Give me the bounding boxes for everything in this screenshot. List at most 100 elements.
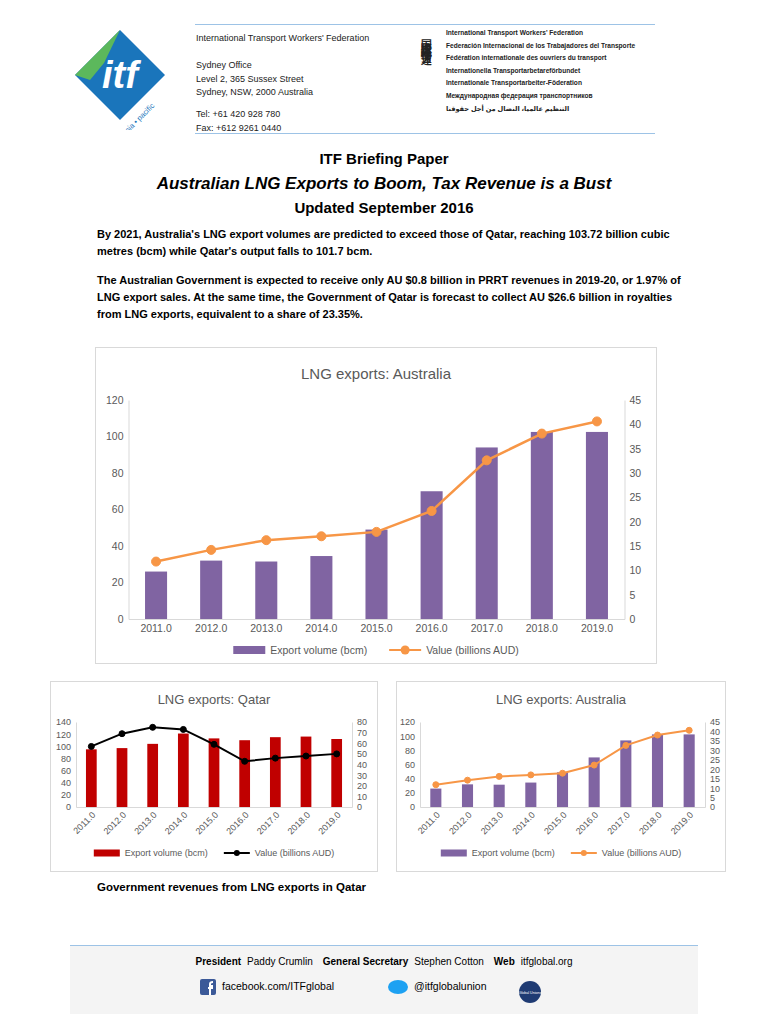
twitter-icon bbox=[388, 980, 408, 994]
bar bbox=[310, 556, 332, 619]
legend-key bbox=[94, 850, 120, 857]
bar bbox=[586, 432, 608, 619]
tick-label: 60 bbox=[112, 503, 124, 515]
marker bbox=[317, 532, 326, 541]
tick-label: 70 bbox=[357, 728, 367, 738]
line-series bbox=[433, 727, 692, 787]
tick-label: 2015.0 bbox=[542, 810, 569, 837]
tick: 2018.0 bbox=[637, 810, 664, 837]
tick: 80 bbox=[405, 746, 420, 756]
axis-line bbox=[76, 723, 77, 808]
tick: 25 bbox=[625, 491, 642, 503]
tick: 10 bbox=[625, 564, 642, 576]
tick-label: 30 bbox=[630, 467, 642, 479]
tick: 0 bbox=[410, 802, 420, 812]
chart-title: LNG exports: Qatar bbox=[158, 692, 271, 707]
tick: 40 bbox=[112, 540, 129, 552]
legend-label: Value (billions AUD) bbox=[602, 848, 681, 858]
marker bbox=[88, 743, 94, 749]
bar bbox=[525, 783, 536, 807]
language-name: Internationella Transportarbetareförbund… bbox=[446, 67, 580, 74]
tick: 60 bbox=[352, 739, 367, 749]
tick-label: 20 bbox=[61, 790, 71, 800]
tick-label: 60 bbox=[357, 739, 367, 749]
tick-label: 100 bbox=[400, 732, 415, 742]
headline: Australian LNG Exports to Boom, Tax Reve… bbox=[0, 174, 768, 194]
bar bbox=[301, 737, 312, 807]
tick: 40 bbox=[352, 760, 367, 770]
y2-axis: 051015202530354045 bbox=[705, 717, 720, 812]
tick: 0 bbox=[625, 613, 636, 625]
bar bbox=[557, 772, 568, 807]
tick-label: 2011.0 bbox=[71, 810, 97, 836]
tick-label: 40 bbox=[630, 418, 642, 430]
tick-label: 2015.0 bbox=[360, 622, 392, 634]
legend-item: Export volume (bcm) bbox=[94, 848, 208, 858]
tick-label: 80 bbox=[405, 746, 415, 756]
tick: 20 bbox=[112, 576, 129, 588]
language-name: International Transport Workers' Federat… bbox=[446, 29, 583, 36]
tick-label: 0 bbox=[118, 613, 124, 625]
tick-label: 40 bbox=[710, 727, 720, 737]
axis-line bbox=[420, 723, 421, 808]
tick-label: 15 bbox=[630, 540, 642, 552]
tick: 25 bbox=[705, 755, 720, 765]
address-line: Sydney, NSW, 2000 Australia bbox=[196, 87, 313, 97]
marker bbox=[272, 755, 278, 761]
vertical-name: 国際運輸労連 bbox=[419, 30, 434, 48]
twitter-handle: @itfglobalunion bbox=[414, 980, 487, 992]
bar bbox=[209, 738, 220, 807]
x-axis: 2011.02012.02013.02014.02015.02016.02017… bbox=[129, 620, 625, 635]
legend-key bbox=[581, 850, 587, 856]
tick: 35 bbox=[705, 736, 720, 746]
marker bbox=[262, 536, 271, 545]
bar bbox=[255, 562, 277, 619]
tick-label: 120 bbox=[106, 394, 124, 406]
bar bbox=[620, 740, 631, 807]
tick-label: 2012.0 bbox=[195, 622, 227, 634]
bar bbox=[270, 737, 281, 807]
axis-line bbox=[129, 401, 130, 620]
tick-label: 45 bbox=[710, 717, 720, 727]
bar bbox=[684, 734, 695, 807]
paragraph: By 2021, Australia's LNG export volumes … bbox=[97, 226, 682, 260]
marker bbox=[334, 751, 340, 757]
address-line: Level 2, 365 Sussex Street bbox=[196, 74, 304, 84]
chart-frame bbox=[96, 348, 657, 664]
header-rule bbox=[195, 24, 655, 25]
tick-label: 100 bbox=[106, 430, 124, 442]
tick-label: 2012.0 bbox=[102, 810, 129, 837]
tick: 50 bbox=[352, 749, 367, 759]
legend-key bbox=[233, 646, 265, 654]
tick-label: 120 bbox=[400, 717, 415, 727]
tick: 120 bbox=[106, 394, 129, 406]
tick: 20 bbox=[61, 790, 76, 800]
tick-label: 80 bbox=[61, 754, 71, 764]
tick-label: 140 bbox=[56, 717, 71, 727]
tick: 60 bbox=[405, 760, 420, 770]
officer-name: Paddy Crumlin bbox=[247, 956, 313, 967]
tick: 140 bbox=[56, 717, 76, 727]
legend: Export volume (bcm)Value (billions AUD) bbox=[441, 848, 681, 858]
officer-name: itfglobal.org bbox=[521, 956, 573, 967]
tick: 0 bbox=[705, 802, 715, 812]
tick: 2012.0 bbox=[102, 810, 129, 837]
facebook-icon bbox=[200, 979, 216, 995]
tick-label: 40 bbox=[405, 774, 415, 784]
bar bbox=[200, 561, 222, 619]
legend-key bbox=[441, 850, 467, 857]
language-name: التنظيم عالميا، النضال من أجل حقوقنا bbox=[446, 105, 569, 113]
line bbox=[156, 421, 597, 561]
tick-label: 2017.0 bbox=[255, 810, 282, 837]
tick: 45 bbox=[625, 394, 642, 406]
officer-role: President bbox=[196, 956, 242, 967]
tick-label: 2018.0 bbox=[526, 622, 558, 634]
legend-item: Value (billions AUD) bbox=[389, 644, 519, 656]
marker bbox=[152, 557, 161, 566]
tick-label: 20 bbox=[357, 781, 367, 791]
tick: 2014.0 bbox=[510, 810, 537, 837]
tick: 2014.0 bbox=[163, 810, 190, 837]
bar bbox=[239, 740, 250, 807]
tick-label: 0 bbox=[66, 802, 71, 812]
officer-role: Web bbox=[494, 956, 515, 967]
